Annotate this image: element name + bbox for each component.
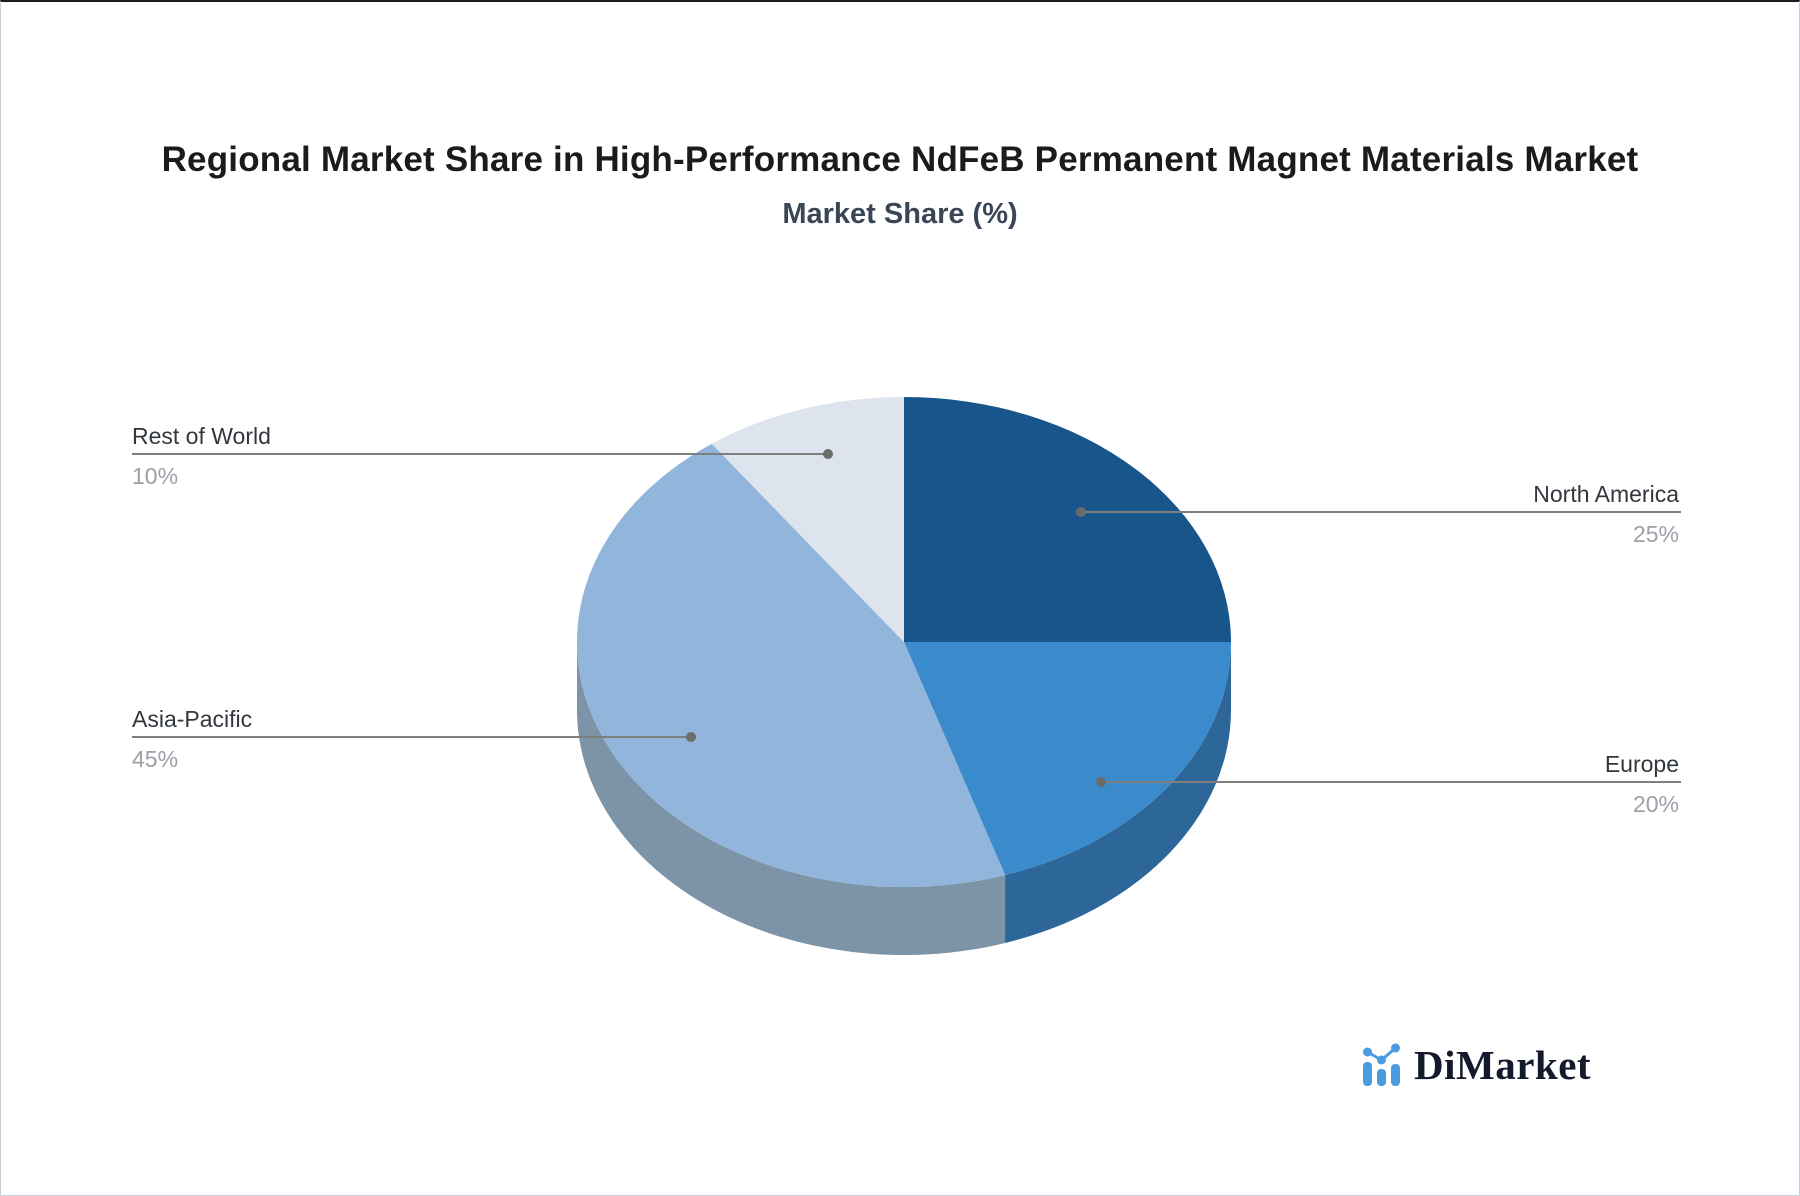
pie-slice-europe[interactable] (904, 642, 1231, 876)
leader-dot-north-america (1076, 507, 1086, 517)
pie-slice-side-asia-pacific (577, 642, 1006, 956)
leader-dot-rest-of-world (823, 449, 833, 459)
pie-slice-asia-pacific[interactable] (576, 443, 1006, 888)
bars-trend-chart-icon-part (1391, 1064, 1400, 1086)
chart-title: Regional Market Share in High-Performanc… (161, 140, 1639, 179)
bars-trend-chart-icon-part (1391, 1043, 1400, 1053)
leader-dot-europe (1096, 777, 1106, 787)
pie-slice-side-europe (1005, 642, 1231, 944)
chart-subtitle: Market Share (%) (782, 198, 1018, 230)
slice-value-asia-pacific: 45% (132, 746, 179, 772)
dimarket-logo: DiMarket (1363, 1040, 1591, 1088)
logo-text: DiMarket (1414, 1042, 1592, 1088)
slice-value-north-america: 25% (1632, 521, 1679, 547)
slice-label-europe: Europe (1604, 751, 1679, 777)
slice-value-europe: 20% (1632, 791, 1679, 817)
bars-trend-chart-icon-part (1363, 1047, 1372, 1057)
slice-label-asia-pacific: Asia-Pacific (132, 706, 253, 732)
slice-value-rest-of-world: 10% (132, 463, 179, 489)
bars-trend-chart-icon-part (1377, 1069, 1386, 1086)
pie-slice-north-america[interactable] (904, 397, 1231, 642)
bars-trend-chart-icon (1363, 1043, 1400, 1086)
bars-trend-chart-icon-part (1377, 1055, 1386, 1065)
leader-dot-asia-pacific (686, 732, 696, 742)
slice-label-rest-of-world: Rest of World (132, 423, 271, 449)
slice-label-north-america: North America (1533, 481, 1679, 507)
pie-slice-rest-of-world[interactable] (711, 397, 904, 642)
bars-trend-chart-icon-part (1363, 1062, 1372, 1086)
